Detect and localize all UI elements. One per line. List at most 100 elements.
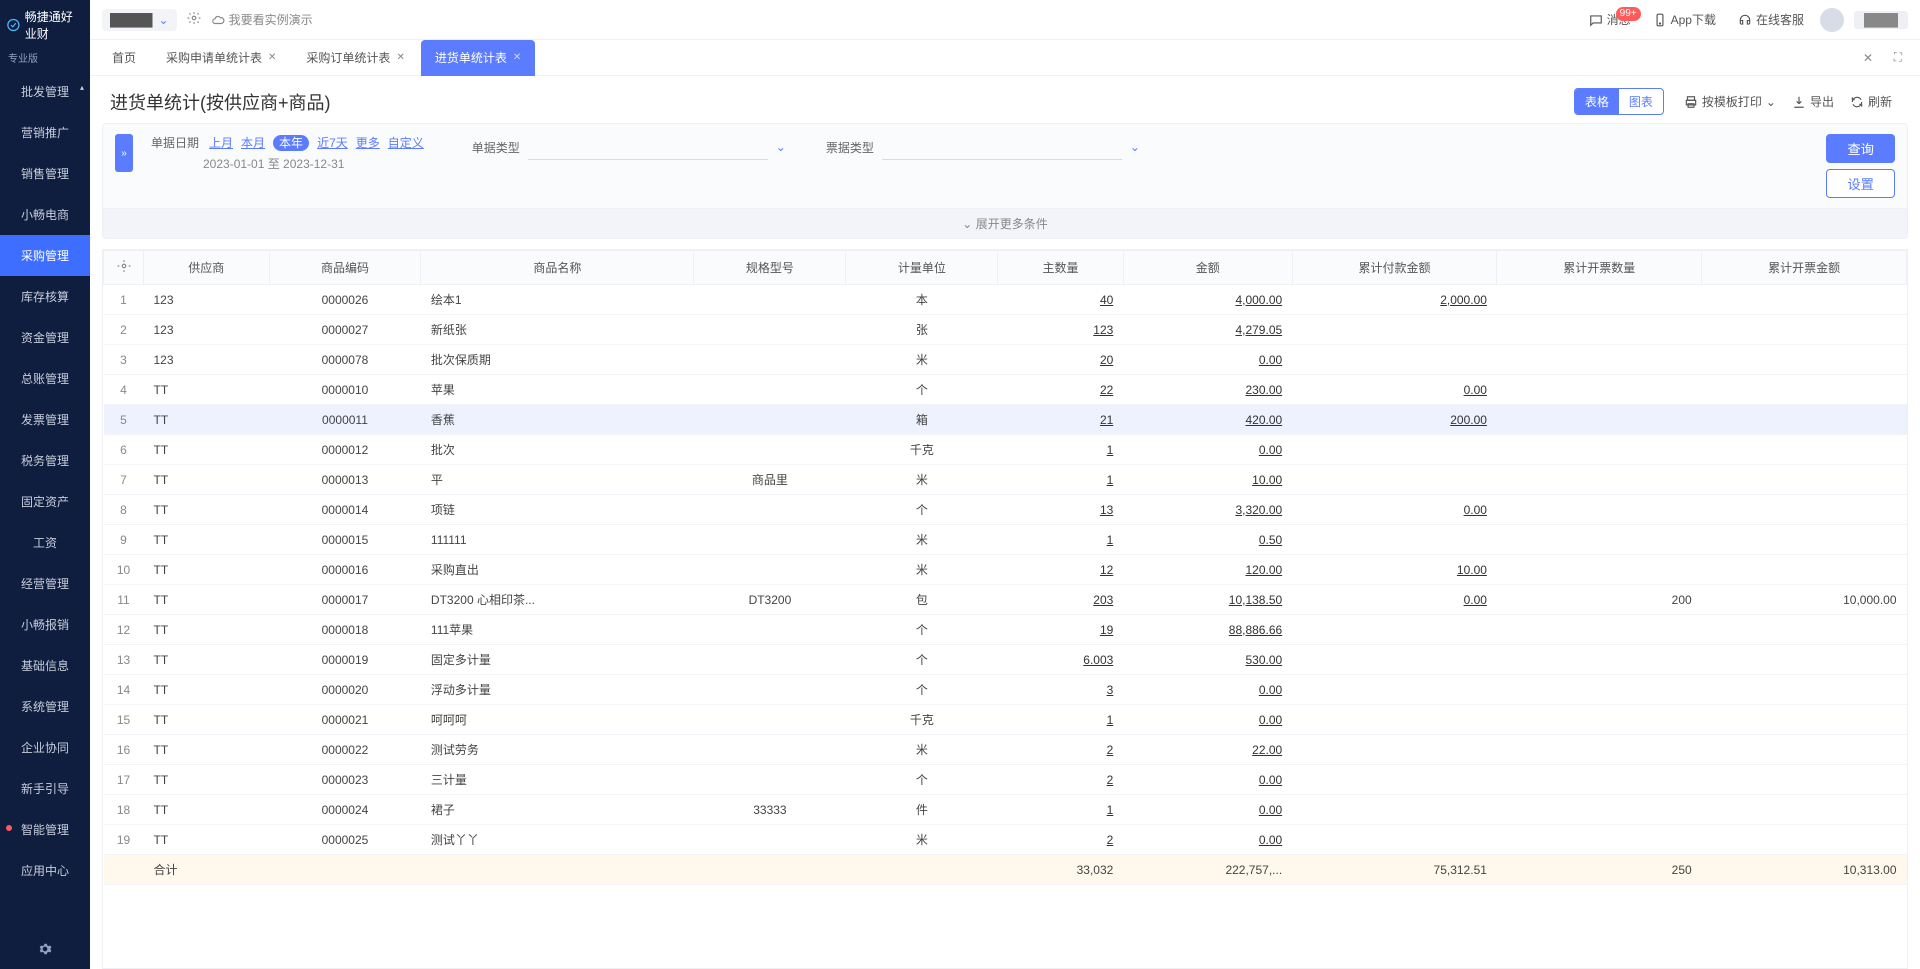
cell-link[interactable]: 3,320.00 [1235,503,1282,517]
cell-link[interactable]: 1 [1107,803,1114,817]
cell-link[interactable]: 0.00 [1259,353,1282,367]
filter-settings-button[interactable]: 设置 [1826,169,1895,198]
table-row[interactable]: 11230000026绘本1本404,000.002,000.00 [104,285,1907,315]
download-button[interactable]: App下载 [1647,11,1722,28]
doc-type-input[interactable] [528,134,768,160]
refresh-button[interactable]: 刷新 [1842,89,1900,114]
cell-link[interactable]: 13 [1100,503,1113,517]
cell-link[interactable]: 6.003 [1083,653,1113,667]
cell-link[interactable]: 0.00 [1464,383,1487,397]
cell-link[interactable]: 2 [1107,833,1114,847]
print-button[interactable]: 按模板打印 ⌄ [1676,89,1784,114]
nav-item[interactable]: 采购管理 [0,235,90,276]
cell-link[interactable]: 0.00 [1259,773,1282,787]
table-row[interactable]: 18TT0000024裙子33333件10.00 [104,795,1907,825]
nav-item[interactable]: 智能管理 [0,809,90,850]
cell-link[interactable]: 10.00 [1457,563,1487,577]
table-row[interactable]: 21230000027新纸张张1234,279.05 [104,315,1907,345]
table-row[interactable]: 16TT0000022测试劳务米222.00 [104,735,1907,765]
date-option[interactable]: 自定义 [388,136,424,150]
table-row[interactable]: 4TT0000010苹果个22230.000.00 [104,375,1907,405]
cell-link[interactable]: 2 [1107,773,1114,787]
cell-link[interactable]: 0.00 [1259,713,1282,727]
filter-collapse-toggle[interactable]: » [115,134,133,172]
cell-link[interactable]: 3 [1107,683,1114,697]
view-chart[interactable]: 图表 [1619,89,1663,114]
column-header[interactable]: 累计开票数量 [1497,251,1702,285]
nav-item[interactable]: 系统管理 [0,686,90,727]
nav-item[interactable]: 经营管理 [0,563,90,604]
table-row[interactable]: 7TT0000013平商品里米110.00 [104,465,1907,495]
table-row[interactable]: 12TT0000018111苹果个1988,886.66 [104,615,1907,645]
cell-link[interactable]: 2 [1107,743,1114,757]
close-icon[interactable]: ✕ [268,52,276,63]
cell-link[interactable]: 120.00 [1245,563,1282,577]
table-config-button[interactable] [104,251,144,285]
nav-item[interactable]: 固定资产 [0,481,90,522]
table-row[interactable]: 6TT0000012批次千克10.00 [104,435,1907,465]
column-header[interactable]: 累计付款金额 [1292,251,1497,285]
demo-link[interactable]: 我要看实例演示 [211,11,313,28]
tab[interactable]: 采购申请单统计表✕ [152,40,290,76]
cell-link[interactable]: 21 [1100,413,1113,427]
nav-item[interactable]: 小畅电商 [0,194,90,235]
cell-link[interactable]: 1 [1107,713,1114,727]
table-row[interactable]: 9TT0000015111111米10.50 [104,525,1907,555]
close-icon[interactable]: ✕ [396,52,404,63]
cell-link[interactable]: 40 [1100,293,1113,307]
nav-item[interactable]: 库存核算 [0,276,90,317]
table-row[interactable]: 13TT0000019固定多计量个6.003530.00 [104,645,1907,675]
nav-item[interactable]: 小畅报销 [0,604,90,645]
cell-link[interactable]: 1 [1107,473,1114,487]
cell-link[interactable]: 4,000.00 [1235,293,1282,307]
cell-link[interactable]: 1 [1107,533,1114,547]
close-icon[interactable]: ✕ [513,52,521,63]
nav-item[interactable]: 营销推广 [0,112,90,153]
column-header[interactable]: 计量单位 [846,251,998,285]
nav-item[interactable]: 总账管理 [0,358,90,399]
cell-link[interactable]: 2,000.00 [1440,293,1487,307]
cell-link[interactable]: 0.00 [1259,803,1282,817]
nav-item[interactable]: 资金管理 [0,317,90,358]
cell-link[interactable]: 10,138.50 [1229,593,1282,607]
table-row[interactable]: 11TT0000017DT3200 心相印茶...DT3200包20310,13… [104,585,1907,615]
user-name[interactable]: ████ [1854,11,1908,29]
cell-link[interactable]: 0.00 [1259,443,1282,457]
nav-item[interactable]: 新手引导 [0,768,90,809]
cell-link[interactable]: 200.00 [1450,413,1487,427]
cell-link[interactable]: 22.00 [1252,743,1282,757]
cell-link[interactable]: 12 [1100,563,1113,577]
column-header[interactable]: 累计开票金额 [1702,251,1907,285]
cell-link[interactable]: 88,886.66 [1229,623,1282,637]
cell-link[interactable]: 20 [1100,353,1113,367]
table-row[interactable]: 15TT0000021呵呵呵千克10.00 [104,705,1907,735]
date-option[interactable]: 上月 [209,136,233,150]
cell-link[interactable]: 530.00 [1245,653,1282,667]
tab-fullscreen[interactable]: ⛶ [1884,50,1912,65]
date-option[interactable]: 本月 [241,136,265,150]
cell-link[interactable]: 1 [1107,443,1114,457]
nav-item[interactable]: 企业协同 [0,727,90,768]
tab[interactable]: 首页 [98,40,150,76]
column-header[interactable]: 金额 [1123,251,1292,285]
date-option[interactable]: 本年 [273,135,309,151]
tab[interactable]: 采购订单统计表✕ [292,40,418,76]
invoice-type-input[interactable] [882,134,1122,160]
table-row[interactable]: 8TT0000014项链个133,320.000.00 [104,495,1907,525]
chevron-down-icon[interactable]: ⌄ [1130,140,1140,154]
query-button[interactable]: 查询 [1826,134,1895,163]
table-row[interactable]: 17TT0000023三计量个20.00 [104,765,1907,795]
cell-link[interactable]: 123 [1093,323,1113,337]
column-header[interactable]: 商品编码 [269,251,421,285]
org-selector[interactable]: █████ ⌄ [102,9,177,31]
settings-icon[interactable] [0,932,90,969]
messages-button[interactable]: 消息 99+ [1583,11,1637,28]
cell-link[interactable]: 19 [1100,623,1113,637]
nav-item[interactable]: 税务管理 [0,440,90,481]
cell-link[interactable]: 0.50 [1259,533,1282,547]
table-row[interactable]: 19TT0000025测试丫丫米20.00 [104,825,1907,855]
gear-icon[interactable] [187,11,201,28]
service-button[interactable]: 在线客服 [1732,11,1810,28]
tab-close-all[interactable]: ✕ [1854,51,1882,65]
tab[interactable]: 进货单统计表✕ [421,40,535,76]
